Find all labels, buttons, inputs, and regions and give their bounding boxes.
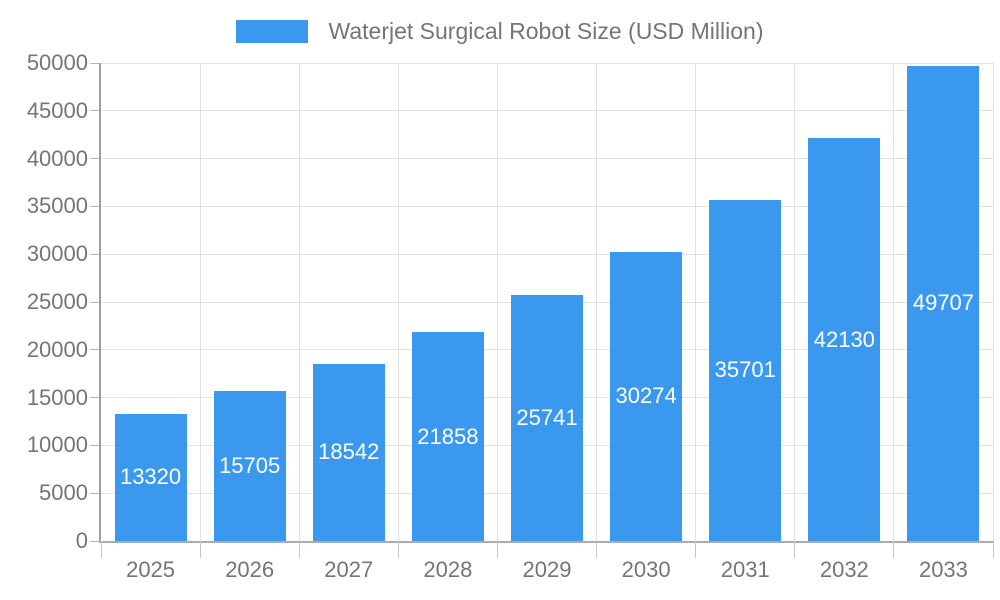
x-axis-tick xyxy=(100,541,102,558)
h-gridline xyxy=(101,110,993,112)
x-axis-tick xyxy=(893,541,895,558)
x-tick-label: 2029 xyxy=(522,557,572,582)
h-gridline xyxy=(101,62,993,64)
y-axis-tick xyxy=(90,158,99,160)
v-gridline xyxy=(695,63,697,541)
y-tick-label: 40000 xyxy=(26,145,88,171)
bar: 13320 xyxy=(114,413,187,541)
y-axis-tick xyxy=(90,540,99,542)
bar: 35701 xyxy=(709,199,782,541)
bar: 49707 xyxy=(907,65,980,541)
bar-value-label: 21858 xyxy=(417,423,479,449)
x-axis-tick xyxy=(695,541,697,558)
v-gridline xyxy=(397,63,399,541)
y-tick-label: 30000 xyxy=(26,241,88,267)
x-tick-label: 2030 xyxy=(621,557,671,582)
x-tick-label: 2028 xyxy=(423,557,473,582)
v-gridline xyxy=(496,63,498,541)
v-gridline xyxy=(298,63,300,541)
y-axis-tick xyxy=(90,110,99,112)
bar-value-label: 35701 xyxy=(714,357,776,383)
bar: 42130 xyxy=(808,138,881,541)
y-axis-tick xyxy=(90,492,99,494)
y-axis-tick xyxy=(90,301,99,303)
bar-value-label: 15705 xyxy=(219,452,281,478)
y-tick-label: 0 xyxy=(75,528,88,553)
y-tick-label: 25000 xyxy=(26,289,88,314)
x-tick-label: 2026 xyxy=(225,557,275,582)
y-tick-label: 20000 xyxy=(26,336,88,362)
bar-value-label: 18542 xyxy=(318,439,380,465)
bar-value-label: 49707 xyxy=(912,290,975,316)
y-tick-label: 35000 xyxy=(26,193,88,219)
y-axis-tick xyxy=(90,349,99,351)
v-gridline xyxy=(199,63,201,541)
bar-value-label: 42130 xyxy=(813,326,875,352)
v-gridline xyxy=(893,63,895,541)
x-tick-label: 2031 xyxy=(720,557,770,582)
x-tick-label: 2027 xyxy=(324,557,374,582)
v-gridline xyxy=(992,63,994,541)
x-axis-tick xyxy=(496,541,498,558)
y-tick-label: 15000 xyxy=(26,384,88,410)
y-axis-tick xyxy=(90,444,99,446)
y-axis-tick xyxy=(90,62,99,64)
x-axis-line xyxy=(99,541,994,543)
y-tick-label: 50000 xyxy=(26,50,88,75)
x-axis-tick xyxy=(992,541,994,558)
h-gridline xyxy=(101,158,993,160)
x-axis-tick xyxy=(199,541,201,558)
bar: 25741 xyxy=(511,294,583,541)
bar: 18542 xyxy=(312,363,385,541)
legend-swatch xyxy=(236,20,309,43)
x-tick-label: 2025 xyxy=(126,557,176,582)
bar-value-label: 30274 xyxy=(615,383,677,409)
h-gridline xyxy=(101,205,993,207)
y-axis-line xyxy=(99,63,101,541)
x-axis-tick xyxy=(596,541,598,558)
v-gridline xyxy=(596,63,598,541)
bar: 15705 xyxy=(213,390,286,541)
bar: 21858 xyxy=(411,332,484,541)
y-tick-label: 10000 xyxy=(26,432,88,458)
x-tick-label: 2033 xyxy=(918,557,968,582)
v-gridline xyxy=(794,63,796,541)
y-tick-label: 5000 xyxy=(39,480,88,506)
x-axis-tick xyxy=(298,541,300,558)
legend: Waterjet Surgical Robot Size (USD Millio… xyxy=(0,18,1000,45)
x-axis-tick xyxy=(397,541,399,558)
plot-area: 13320 2025 15705 2026 18542 2027 21858 2028 2574… xyxy=(90,62,994,582)
bar-value-label: 13320 xyxy=(119,464,182,490)
y-tick-label: 45000 xyxy=(26,97,88,123)
y-axis-tick xyxy=(90,205,99,207)
x-axis-tick xyxy=(794,541,796,558)
bar: 30274 xyxy=(610,251,683,541)
bar-value-label: 25741 xyxy=(516,404,578,430)
legend-label: Waterjet Surgical Robot Size (USD Millio… xyxy=(328,18,764,44)
x-tick-label: 2032 xyxy=(819,557,869,582)
y-axis-tick xyxy=(90,397,99,399)
y-axis-tick xyxy=(90,253,99,255)
h-gridline xyxy=(101,253,993,255)
